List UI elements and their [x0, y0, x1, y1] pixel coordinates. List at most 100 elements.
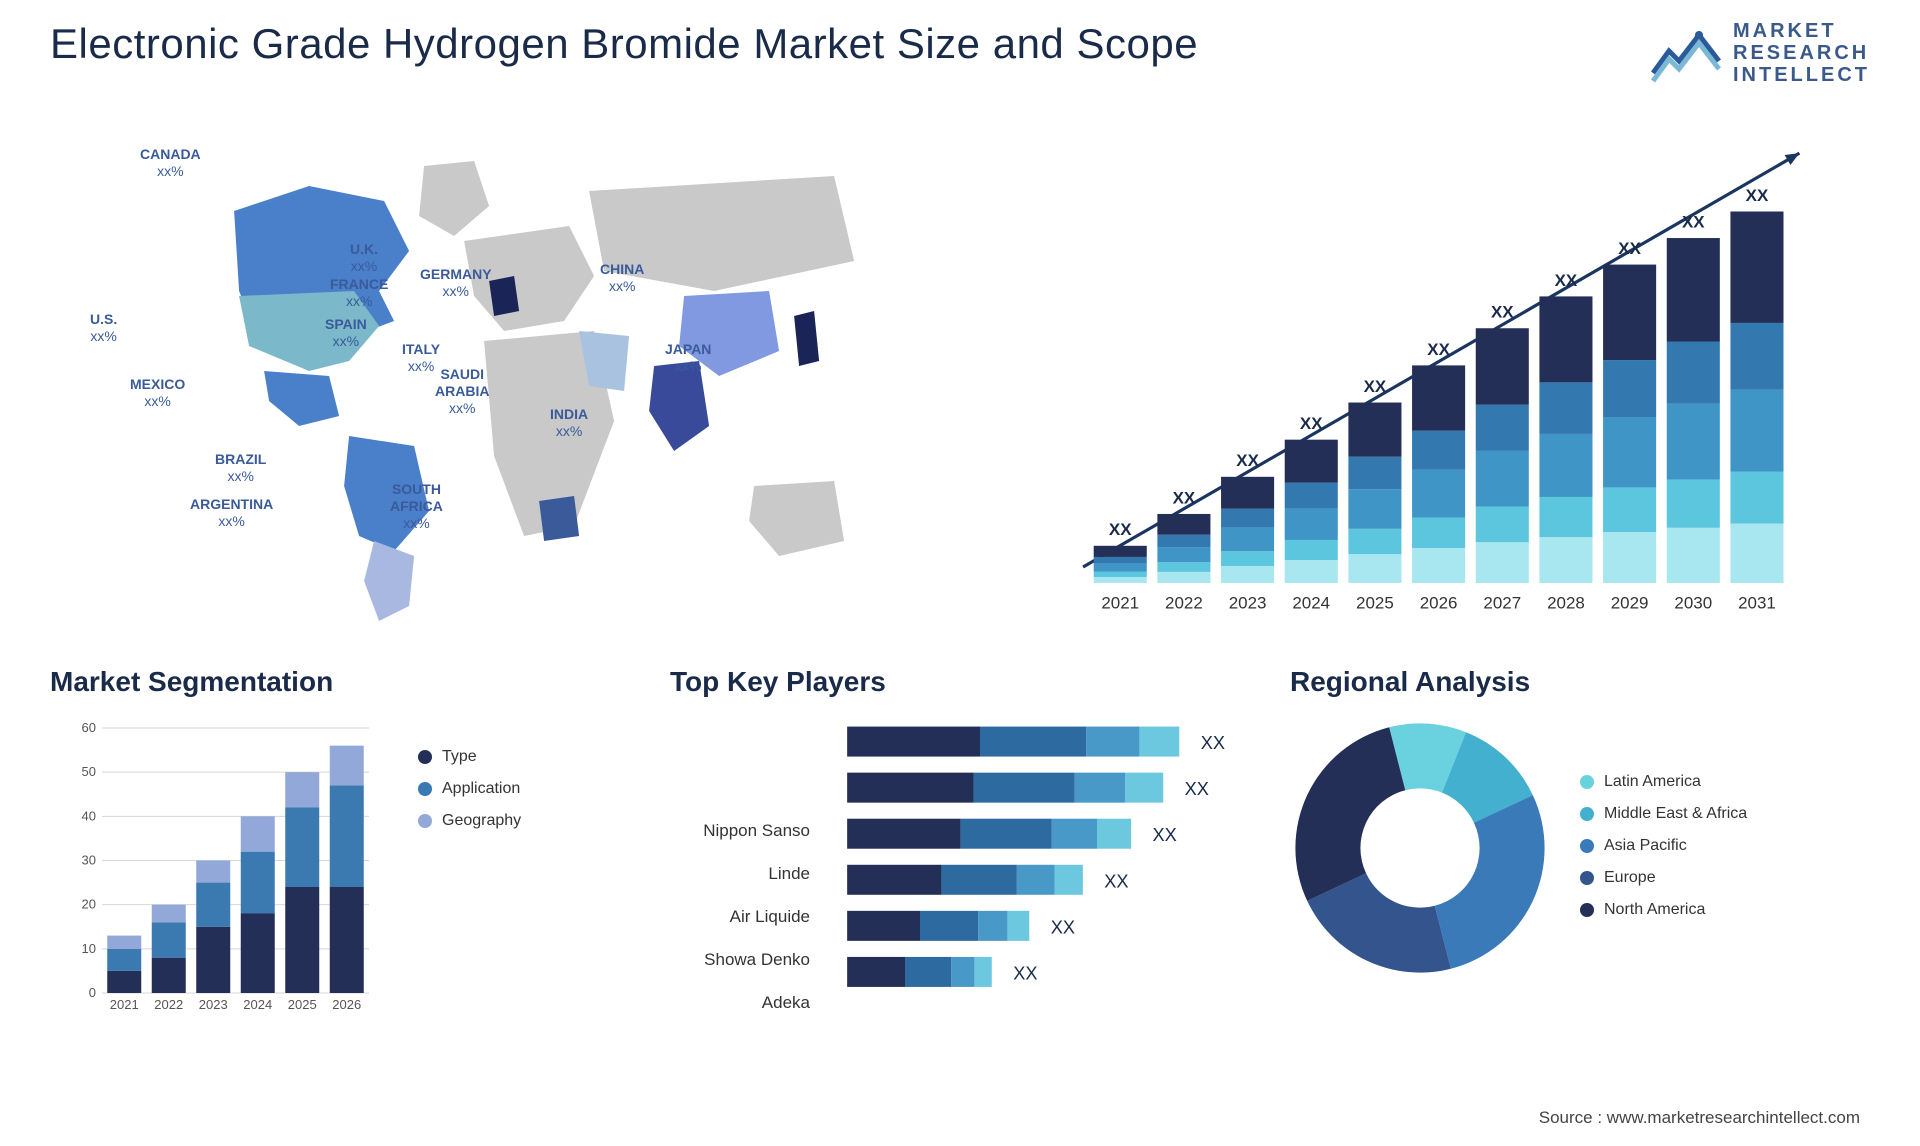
growth-year-label: 2031	[1738, 593, 1776, 612]
regional-title: Regional Analysis	[1290, 666, 1870, 698]
seg-ytick: 40	[82, 808, 96, 823]
growth-year-label: 2030	[1675, 593, 1713, 612]
growth-bar-seg	[1540, 537, 1593, 583]
map-region-aus	[749, 481, 844, 556]
growth-bar-seg	[1603, 487, 1656, 532]
player-label: Nippon Sanso	[670, 809, 810, 852]
brand-logo: MARKET RESEARCH INTELLECT	[1651, 20, 1870, 86]
growth-bar-seg	[1603, 265, 1656, 361]
growth-bar-seg	[1476, 405, 1529, 451]
world-map	[50, 116, 978, 636]
page-title: Electronic Grade Hydrogen Bromide Market…	[50, 20, 1198, 68]
growth-bar-seg	[1094, 546, 1147, 557]
growth-value-label: XX	[1746, 186, 1769, 205]
growth-chart-panel: XX2021XX2022XX2023XX2024XX2025XX2026XX20…	[1018, 116, 1870, 636]
seg-bar-seg	[285, 808, 319, 888]
player-bar-seg	[920, 911, 978, 941]
growth-bar-seg	[1221, 566, 1274, 583]
seg-bar-seg	[241, 816, 275, 851]
seg-bar-seg	[107, 971, 141, 993]
seg-ytick: 30	[82, 853, 96, 868]
map-label-saudi-arabia: SAUDIARABIAxx%	[435, 366, 489, 416]
growth-value-label: XX	[1491, 303, 1514, 322]
growth-bar-seg	[1476, 450, 1529, 506]
map-region-mex	[264, 371, 339, 426]
seg-xtick: 2026	[332, 997, 361, 1012]
map-region-sa2	[364, 541, 414, 621]
seg-bar-seg	[241, 852, 275, 914]
growth-bar-seg	[1412, 365, 1465, 430]
seg-bar-seg	[196, 927, 230, 993]
seg-bar-seg	[330, 785, 364, 887]
player-bar-seg	[980, 727, 1086, 757]
regional-legend-item: North America	[1580, 901, 1870, 919]
growth-bar-seg	[1221, 528, 1274, 551]
growth-bar-seg	[1094, 572, 1147, 577]
growth-bar-seg	[1731, 472, 1784, 524]
growth-bar-seg	[1603, 532, 1656, 583]
growth-bar-seg	[1667, 342, 1720, 404]
map-label-japan: JAPANxx%	[665, 341, 711, 375]
growth-bar-seg	[1540, 434, 1593, 497]
growth-bar-seg	[1158, 562, 1211, 572]
seg-bar-seg	[152, 922, 186, 957]
player-bar-seg	[961, 819, 1052, 849]
player-label: Linde	[670, 852, 810, 895]
player-bar-seg	[1017, 865, 1055, 895]
growth-year-label: 2023	[1229, 593, 1267, 612]
growth-value-label: XX	[1364, 377, 1387, 396]
player-bar-seg	[978, 911, 1007, 941]
player-bar-seg	[847, 911, 920, 941]
legend-label: Type	[442, 748, 477, 766]
regional-legend-item: Latin America	[1580, 773, 1870, 791]
seg-xtick: 2023	[199, 997, 228, 1012]
growth-bar-seg	[1731, 390, 1784, 472]
seg-ytick: 50	[82, 764, 96, 779]
growth-value-label: XX	[1300, 414, 1323, 433]
world-map-panel: CANADAxx%U.S.xx%MEXICOxx%BRAZILxx%ARGENT…	[50, 116, 978, 636]
growth-bar-seg	[1731, 323, 1784, 390]
growth-bar-seg	[1412, 431, 1465, 470]
growth-bar-seg	[1412, 518, 1465, 548]
legend-label: North America	[1604, 901, 1705, 919]
seg-ytick: 60	[82, 720, 96, 735]
growth-bar-seg	[1476, 507, 1529, 543]
growth-bar-seg	[1540, 497, 1593, 537]
seg-bar-seg	[107, 949, 141, 971]
seg-bar-seg	[241, 914, 275, 994]
seg-ytick: 0	[89, 985, 96, 1000]
growth-bar-seg	[1094, 557, 1147, 564]
growth-value-label: XX	[1427, 340, 1450, 359]
logo-line1: MARKET	[1733, 20, 1870, 42]
growth-bar-seg	[1349, 554, 1402, 583]
growth-year-label: 2025	[1356, 593, 1394, 612]
growth-bar-seg	[1285, 540, 1338, 560]
seg-bar-seg	[152, 958, 186, 993]
player-bar-seg	[1097, 819, 1131, 849]
growth-bar-seg	[1349, 403, 1402, 457]
growth-bar-seg	[1731, 212, 1784, 323]
growth-bar-seg	[1285, 508, 1338, 540]
growth-year-label: 2027	[1484, 593, 1522, 612]
seg-ytick: 10	[82, 941, 96, 956]
seg-xtick: 2021	[110, 997, 139, 1012]
logo-line3: INTELLECT	[1733, 64, 1870, 86]
player-label: Air Liquide	[670, 895, 810, 938]
regional-legend: Latin AmericaMiddle East & AfricaAsia Pa…	[1580, 763, 1870, 933]
regional-panel: Regional Analysis Latin AmericaMiddle Ea…	[1290, 666, 1870, 1066]
map-label-china: CHINAxx%	[600, 261, 644, 295]
map-label-south-africa: SOUTHAFRICAxx%	[390, 481, 443, 531]
seg-bar-seg	[330, 746, 364, 786]
map-label-mexico: MEXICOxx%	[130, 376, 185, 410]
legend-label: Latin America	[1604, 773, 1701, 791]
legend-dot-icon	[1580, 871, 1594, 885]
seg-bar-seg	[285, 772, 319, 807]
map-region-greenland	[419, 161, 489, 236]
donut-slice	[1295, 727, 1405, 901]
player-value-label: XX	[1104, 871, 1128, 891]
growth-bar-seg	[1412, 470, 1465, 518]
players-chart: XXXXXXXXXXXX	[830, 718, 1250, 1018]
growth-year-label: 2022	[1165, 593, 1203, 612]
legend-label: Asia Pacific	[1604, 837, 1687, 855]
map-label-germany: GERMANYxx%	[420, 266, 492, 300]
